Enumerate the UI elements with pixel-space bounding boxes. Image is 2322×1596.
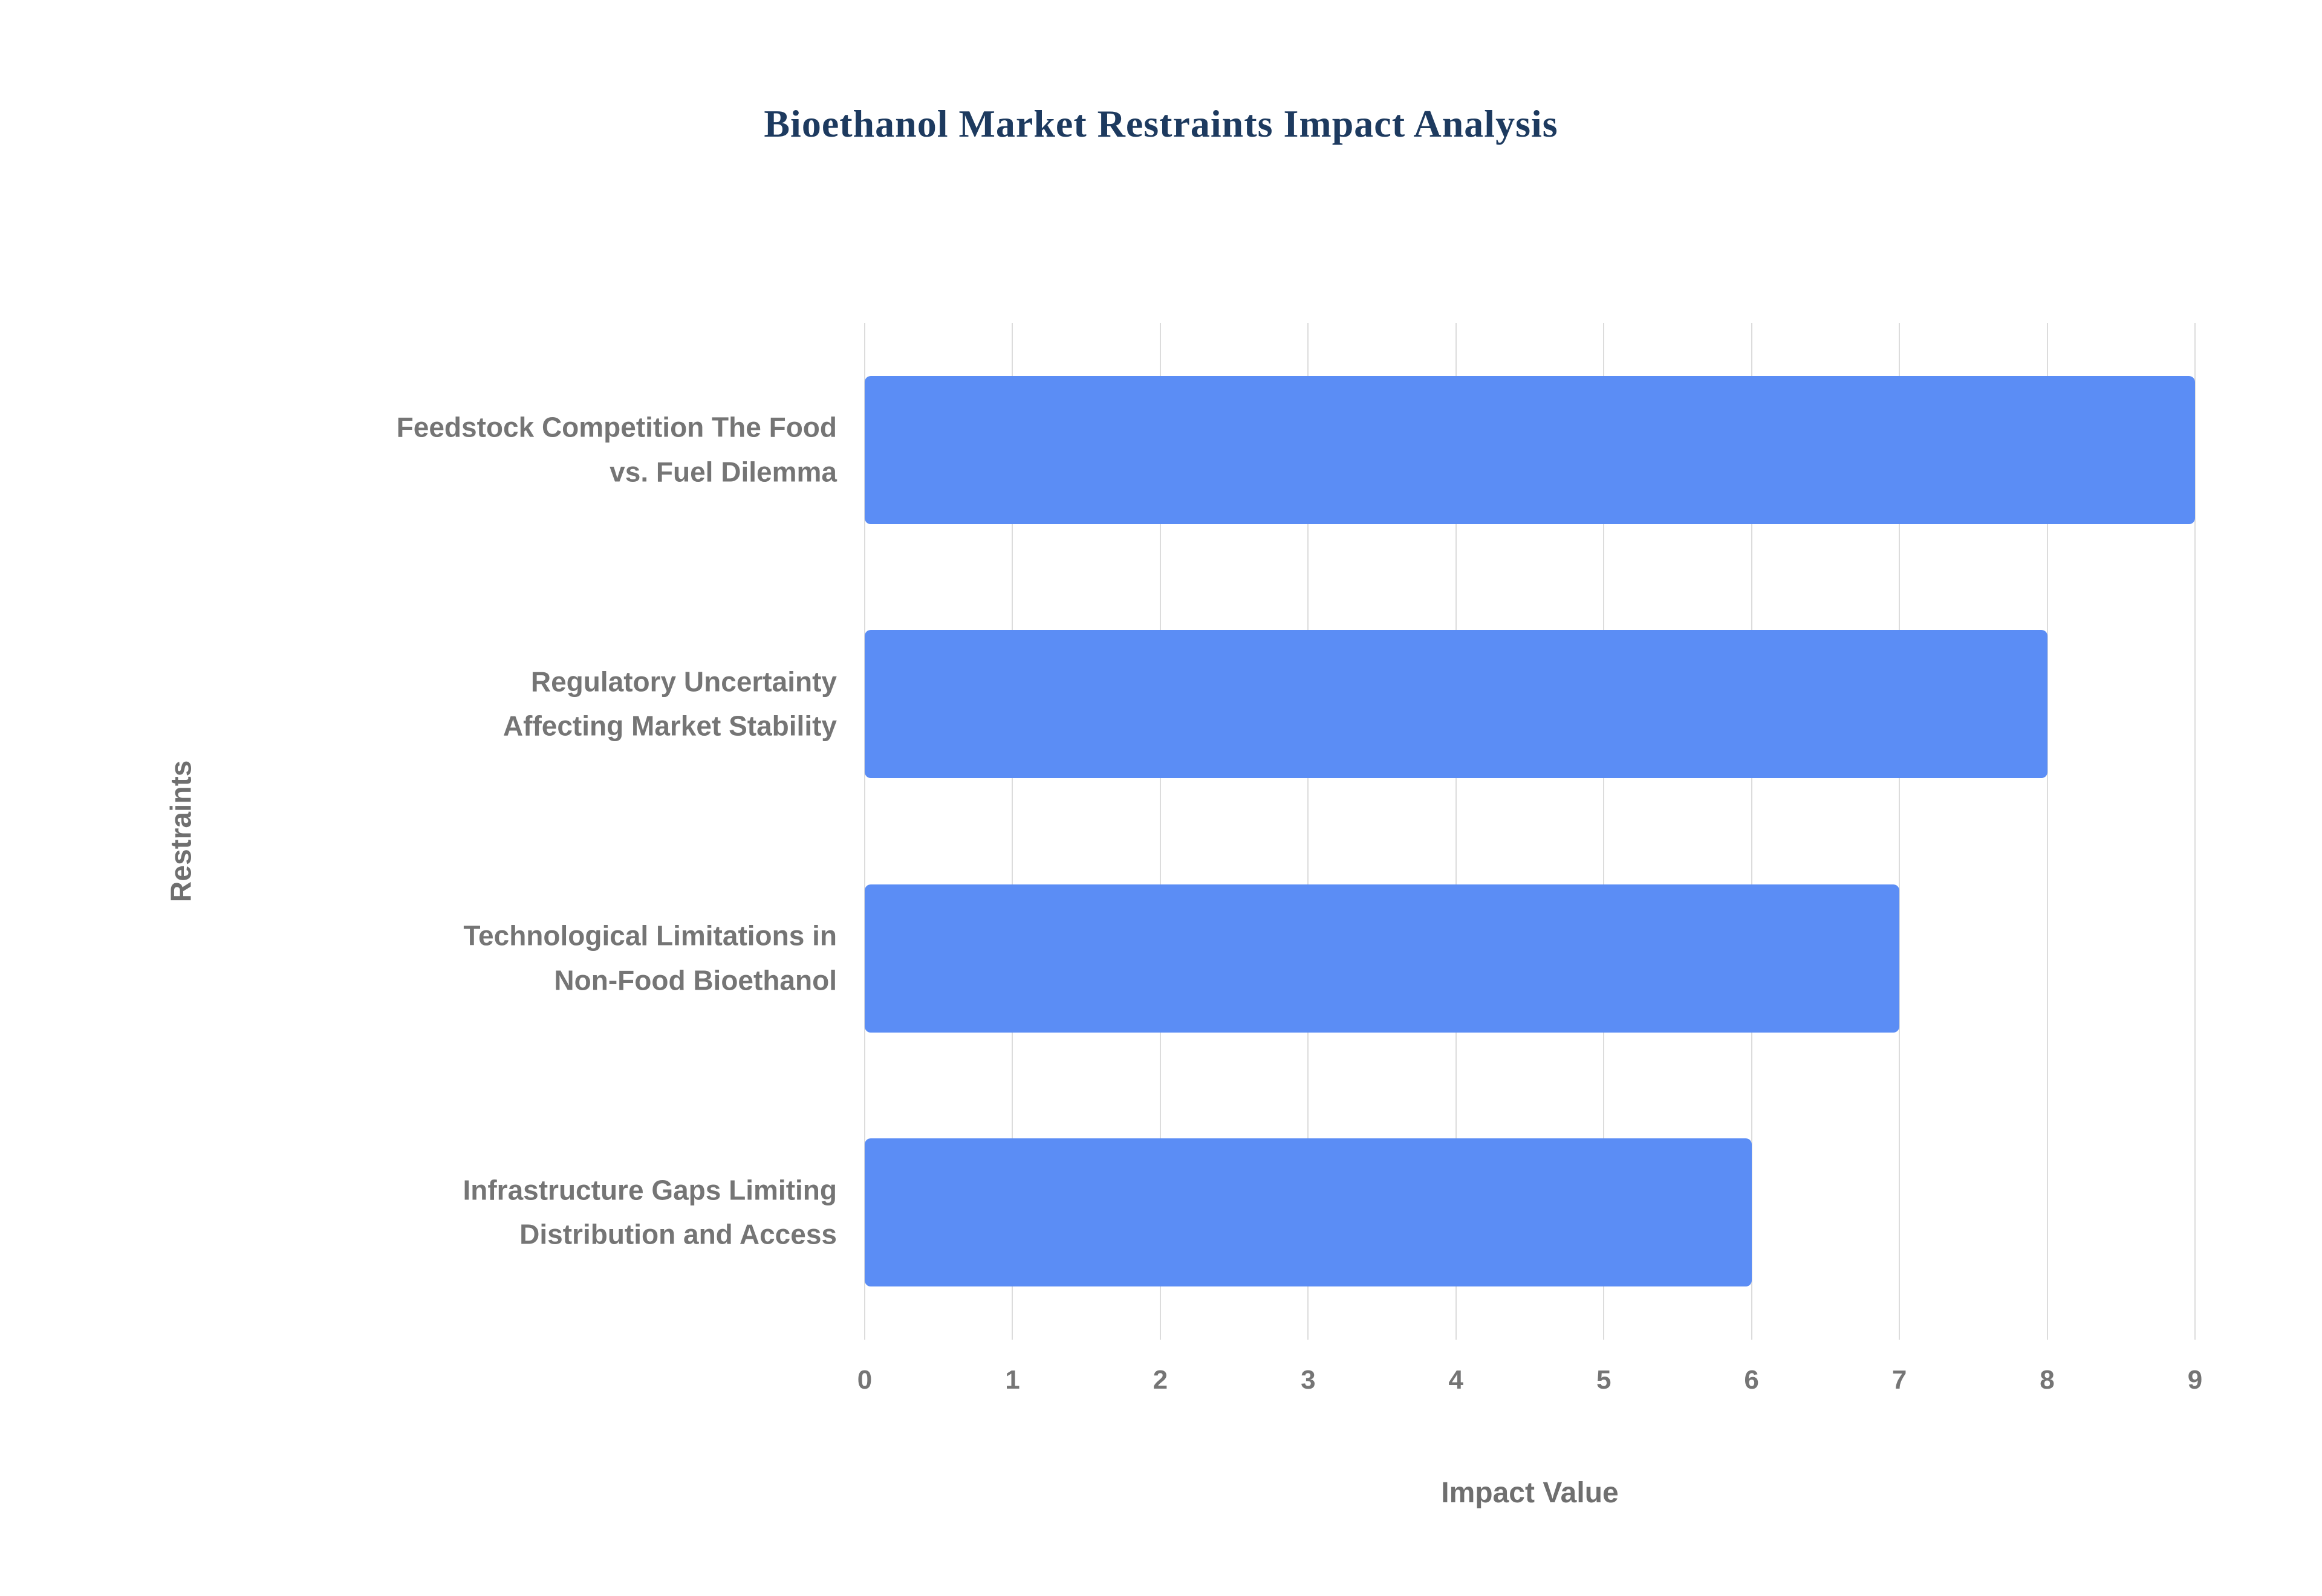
gridline xyxy=(864,323,865,1340)
category-label-line: Regulatory Uncertainty xyxy=(530,666,837,698)
x-axis-ticks: 0 1 2 3 4 5 6 7 8 9 xyxy=(857,1365,2202,1407)
bar xyxy=(865,630,2047,779)
x-axis-title: Impact Value xyxy=(1441,1477,1619,1509)
x-tick-label: 1 xyxy=(1005,1365,1020,1395)
x-tick-label: 5 xyxy=(1596,1365,1611,1395)
gridline xyxy=(1603,323,1605,1340)
gridline xyxy=(1899,323,1901,1340)
gridline xyxy=(1307,323,1309,1340)
gridline xyxy=(2194,323,2196,1340)
bar xyxy=(865,884,1900,1033)
gridline xyxy=(2046,323,2048,1340)
gridline xyxy=(1751,323,1752,1340)
x-tick-label: 0 xyxy=(857,1365,873,1395)
category-label-line: Infrastructure Gaps Limiting xyxy=(463,1174,837,1206)
category-label-line: vs. Fuel Dilemma xyxy=(610,456,837,488)
bar xyxy=(865,1138,1752,1287)
x-tick-label: 7 xyxy=(1891,1365,1907,1395)
bar xyxy=(865,375,2195,524)
category-label-line: Distribution and Access xyxy=(519,1218,837,1250)
x-tick-label: 4 xyxy=(1448,1365,1464,1395)
gridline xyxy=(1455,323,1457,1340)
category-labels: Feedstock Competition The Food vs. Fuel D… xyxy=(0,323,837,1340)
x-tick-label: 2 xyxy=(1153,1365,1168,1395)
category-label-line: Affecting Market Stability xyxy=(502,710,837,742)
category-label: Feedstock Competition The Food vs. Fuel D… xyxy=(397,406,837,495)
category-label-line: Technological Limitations in xyxy=(463,920,837,952)
plot-area xyxy=(864,323,2196,1340)
gridline xyxy=(1159,323,1161,1340)
category-label: Infrastructure Gaps Limiting Distribution… xyxy=(463,1168,837,1257)
category-label: Regulatory Uncertainty Affecting Market S… xyxy=(503,660,837,748)
x-tick-label: 6 xyxy=(1744,1365,1759,1395)
category-label: Technological Limitations in Non-Food Bio… xyxy=(463,914,837,1003)
x-tick-label: 9 xyxy=(2187,1365,2203,1395)
x-tick-label: 8 xyxy=(2040,1365,2055,1395)
chart-title: Bioethanol Market Restraints Impact Anal… xyxy=(764,102,1558,145)
category-label-line: Feedstock Competition The Food xyxy=(396,411,837,443)
x-tick-label: 3 xyxy=(1301,1365,1316,1395)
category-label-line: Non-Food Bioethanol xyxy=(554,964,837,996)
gridline xyxy=(1012,323,1013,1340)
